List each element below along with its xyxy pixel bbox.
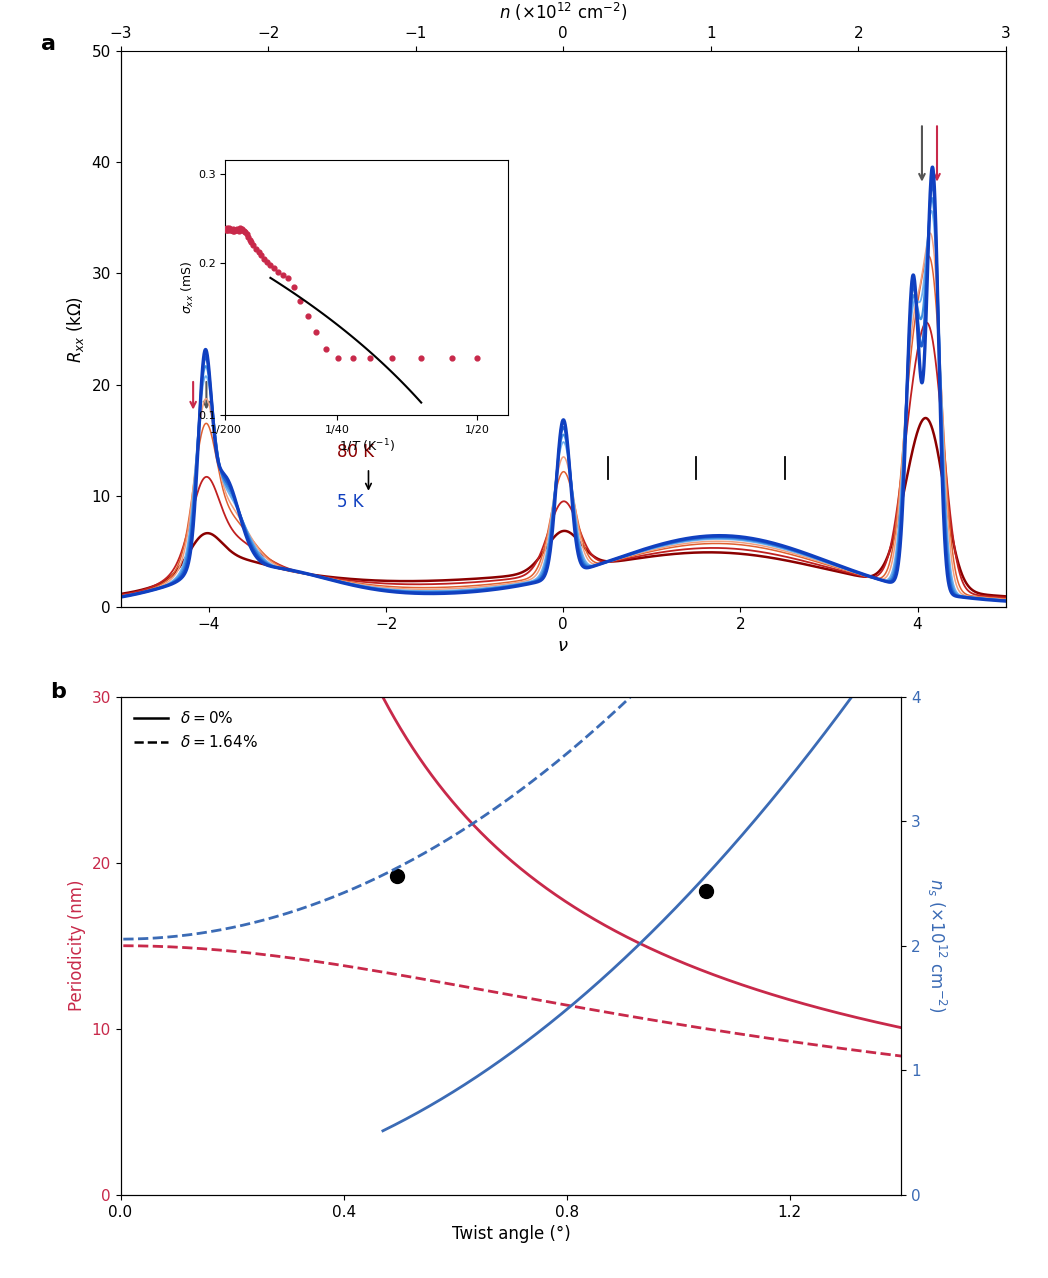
Point bbox=[253, 245, 269, 266]
Point bbox=[220, 219, 237, 239]
Point bbox=[308, 322, 325, 343]
Point bbox=[221, 220, 238, 240]
Point bbox=[291, 290, 308, 311]
Point bbox=[280, 268, 297, 289]
Point bbox=[230, 220, 246, 240]
Point bbox=[223, 220, 240, 240]
Point bbox=[224, 219, 241, 239]
Point bbox=[231, 220, 247, 240]
Legend: $\delta = 0\%$, $\delta = 1.64\%$: $\delta = 0\%$, $\delta = 1.64\%$ bbox=[128, 704, 264, 757]
Point bbox=[299, 305, 315, 326]
Point bbox=[221, 219, 238, 239]
X-axis label: Twist angle (°): Twist angle (°) bbox=[452, 1226, 570, 1243]
Point bbox=[236, 221, 253, 242]
Point bbox=[218, 219, 235, 239]
Point bbox=[318, 339, 334, 359]
Point bbox=[241, 229, 258, 249]
Y-axis label: $R_{xx}$ (k$\Omega$): $R_{xx}$ (k$\Omega$) bbox=[65, 295, 86, 363]
Point bbox=[243, 233, 260, 253]
Point bbox=[222, 219, 239, 239]
Point bbox=[227, 220, 244, 240]
Point bbox=[240, 226, 257, 247]
Point bbox=[234, 220, 250, 240]
Point bbox=[220, 220, 237, 240]
Point bbox=[217, 220, 234, 240]
Y-axis label: $\sigma_{xx}$ (mS): $\sigma_{xx}$ (mS) bbox=[180, 261, 196, 314]
Point bbox=[223, 220, 240, 240]
Point bbox=[232, 219, 248, 239]
Point bbox=[238, 224, 255, 244]
Point bbox=[250, 242, 267, 262]
Point bbox=[285, 276, 302, 296]
X-axis label: $\nu$: $\nu$ bbox=[558, 638, 569, 656]
Point bbox=[245, 235, 262, 256]
Point bbox=[219, 220, 236, 240]
Point bbox=[226, 220, 243, 240]
Point bbox=[262, 254, 279, 275]
Point bbox=[225, 221, 242, 242]
X-axis label: $n$ ($\times$10$^{12}$ cm$^{-2}$): $n$ ($\times$10$^{12}$ cm$^{-2}$) bbox=[499, 1, 628, 23]
Point bbox=[344, 348, 361, 368]
Point bbox=[259, 252, 276, 272]
Point bbox=[468, 348, 485, 368]
Point bbox=[233, 220, 249, 240]
Point bbox=[225, 221, 242, 242]
Point bbox=[413, 348, 430, 368]
Point bbox=[275, 265, 291, 285]
Point bbox=[228, 219, 245, 239]
X-axis label: $1/T$ (K$^{-1}$): $1/T$ (K$^{-1}$) bbox=[339, 438, 395, 455]
Point bbox=[443, 348, 460, 368]
Text: 80 K: 80 K bbox=[337, 443, 374, 461]
Point bbox=[330, 348, 347, 368]
Point bbox=[237, 221, 254, 242]
Point bbox=[217, 219, 234, 239]
Point bbox=[248, 239, 265, 259]
Point bbox=[256, 248, 272, 268]
Point bbox=[269, 262, 286, 282]
Y-axis label: Periodicity (nm): Periodicity (nm) bbox=[68, 881, 86, 1011]
Point bbox=[384, 348, 400, 368]
Text: a: a bbox=[41, 35, 56, 55]
Point bbox=[362, 348, 378, 368]
Point bbox=[218, 219, 235, 239]
Text: b: b bbox=[50, 681, 66, 702]
Text: 5 K: 5 K bbox=[337, 493, 364, 511]
Y-axis label: $n_s$ ($\times$10$^{12}$ cm$^{-2}$): $n_s$ ($\times$10$^{12}$ cm$^{-2}$) bbox=[925, 878, 948, 1013]
Point bbox=[266, 258, 283, 279]
